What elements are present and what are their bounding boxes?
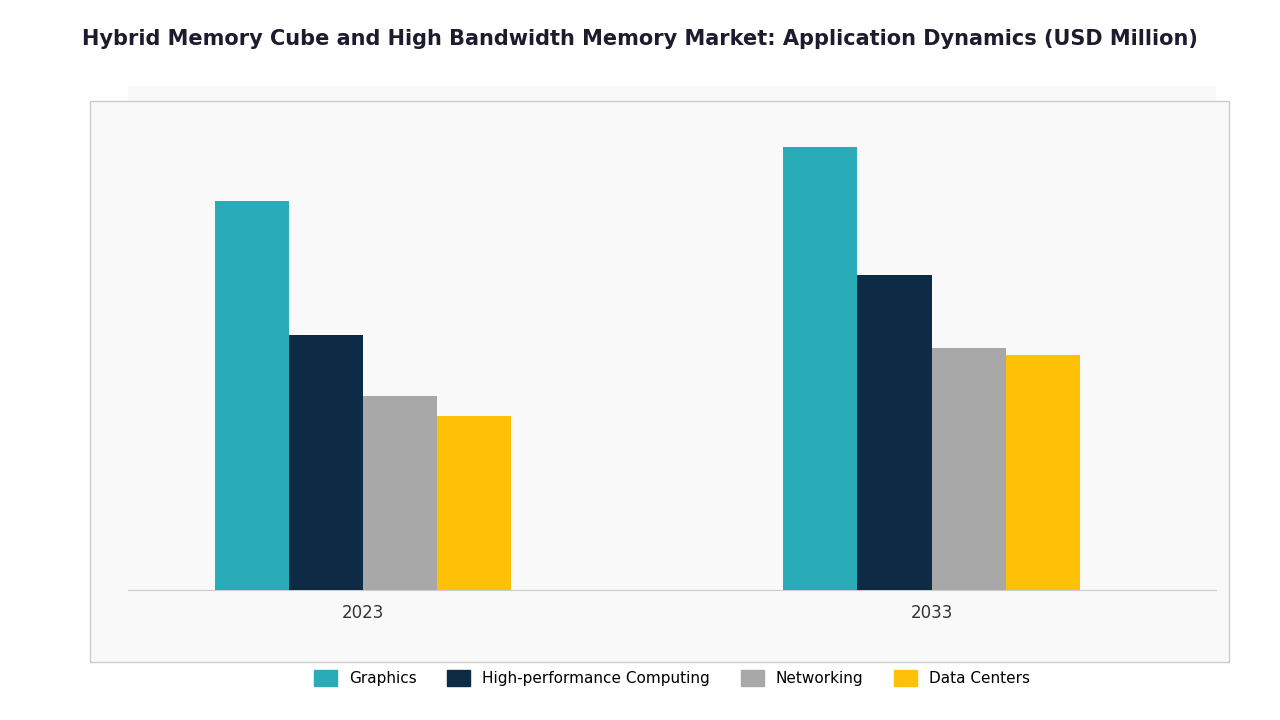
Bar bbox=[1006, 355, 1080, 590]
Bar bbox=[364, 395, 436, 590]
Text: Hybrid Memory Cube and High Bandwidth Memory Market: Application Dynamics (USD M: Hybrid Memory Cube and High Bandwidth Me… bbox=[82, 29, 1198, 49]
FancyBboxPatch shape bbox=[90, 101, 1229, 662]
Bar bbox=[436, 415, 511, 590]
Bar bbox=[932, 348, 1006, 590]
Bar bbox=[783, 147, 858, 590]
Bar bbox=[215, 201, 289, 590]
Bar bbox=[289, 335, 364, 590]
Bar bbox=[858, 274, 932, 590]
Legend: Graphics, High-performance Computing, Networking, Data Centers: Graphics, High-performance Computing, Ne… bbox=[306, 662, 1038, 693]
